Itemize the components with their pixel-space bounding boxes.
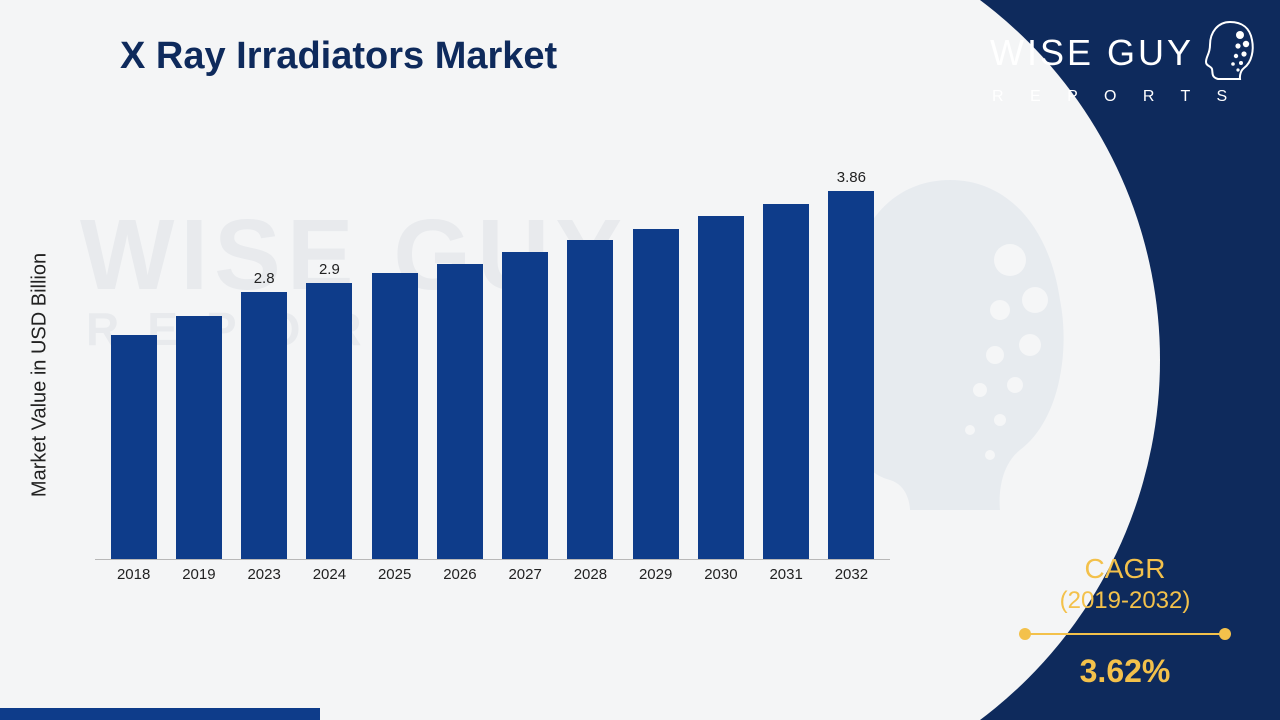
bar <box>111 335 157 559</box>
bar-wrap: 2.9 <box>297 283 362 559</box>
x-tick-label: 2023 <box>232 560 297 590</box>
brand-head-icon <box>1202 20 1258 86</box>
cagr-period: (2019-2032) <box>970 587 1280 615</box>
bar-value-label: 2.9 <box>299 261 359 279</box>
cagr-title: CAGR <box>970 553 1280 585</box>
cagr-block: CAGR (2019-2032) 3.62% <box>970 553 1280 690</box>
x-tick-label: 2019 <box>166 560 231 590</box>
bar <box>763 204 809 559</box>
plot-region: 2.82.93.86 <box>95 160 890 560</box>
bar-wrap <box>688 216 753 559</box>
bar-wrap <box>362 273 427 559</box>
x-tick-label: 2032 <box>819 560 884 590</box>
x-axis-labels: 2018201920232024202520262027202820292030… <box>95 560 890 590</box>
bar-value-label: 3.86 <box>821 169 881 187</box>
x-tick-label: 2025 <box>362 560 427 590</box>
brand-main-text: WISE GUY <box>990 35 1194 71</box>
x-tick-label: 2031 <box>754 560 819 590</box>
bar-value-label: 2.8 <box>234 270 294 288</box>
bar <box>241 292 287 559</box>
bar-wrap <box>101 335 166 559</box>
bar-wrap <box>558 240 623 559</box>
brand-logo: WISE GUY R E P O R T S <box>990 20 1260 106</box>
brand-sub: R E P O R T S <box>992 88 1260 106</box>
bar-wrap <box>427 264 492 559</box>
bottom-accent-bar <box>0 708 320 720</box>
bar <box>502 252 548 559</box>
chart-title: X Ray Irradiators Market <box>120 35 557 78</box>
bar-wrap <box>623 229 688 559</box>
bar <box>372 273 418 559</box>
bar-wrap: 3.86 <box>819 191 884 559</box>
x-tick-label: 2026 <box>427 560 492 590</box>
x-tick-label: 2018 <box>101 560 166 590</box>
bar-wrap: 2.8 <box>232 292 297 559</box>
chart-area: Market Value in USD Billion 2.82.93.86 2… <box>60 160 890 590</box>
y-axis-label: Market Value in USD Billion <box>29 253 52 497</box>
x-tick-label: 2027 <box>493 560 558 590</box>
bar <box>698 216 744 559</box>
x-tick-label: 2030 <box>688 560 753 590</box>
bar-wrap <box>493 252 558 559</box>
brand-main: WISE GUY <box>990 20 1260 86</box>
cagr-value: 3.62% <box>970 653 1280 690</box>
bar-wrap <box>166 316 231 559</box>
bar <box>176 316 222 559</box>
bar-wrap <box>754 204 819 559</box>
bar <box>437 264 483 559</box>
x-tick-label: 2028 <box>558 560 623 590</box>
bar <box>306 283 352 559</box>
page-root: WISE GUY REPORTS X Ray Irradiators Marke… <box>0 0 1280 720</box>
x-tick-label: 2029 <box>623 560 688 590</box>
cagr-divider <box>1025 633 1225 635</box>
bar <box>633 229 679 559</box>
bar <box>567 240 613 559</box>
bar <box>828 191 874 559</box>
bars-container: 2.82.93.86 <box>95 160 890 559</box>
x-tick-label: 2024 <box>297 560 362 590</box>
